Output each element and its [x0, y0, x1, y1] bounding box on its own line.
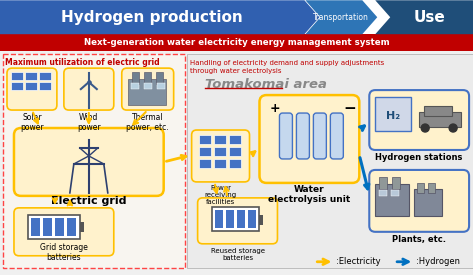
- Text: :Hydrogen: :Hydrogen: [416, 257, 460, 266]
- Bar: [144, 72, 151, 84]
- Bar: [392, 177, 400, 189]
- Text: Grid storage
batteries: Grid storage batteries: [40, 243, 88, 262]
- Text: Reused storage
batteries: Reused storage batteries: [210, 248, 264, 261]
- Bar: [247, 210, 255, 228]
- Circle shape: [449, 124, 457, 132]
- Bar: [199, 159, 210, 168]
- Bar: [414, 189, 442, 216]
- Bar: [128, 79, 166, 105]
- Bar: [226, 210, 234, 228]
- Bar: [39, 72, 51, 80]
- Text: Wind
power: Wind power: [77, 113, 100, 133]
- Text: through water electrolysis: through water electrolysis: [190, 68, 281, 74]
- Bar: [259, 215, 264, 225]
- Bar: [157, 83, 164, 89]
- Bar: [228, 135, 240, 144]
- Text: Hydrogen stations: Hydrogen stations: [375, 153, 463, 162]
- Bar: [11, 72, 23, 80]
- FancyBboxPatch shape: [14, 128, 164, 196]
- Bar: [379, 190, 387, 196]
- FancyBboxPatch shape: [122, 68, 173, 110]
- Text: Thermal
power, etc.: Thermal power, etc.: [127, 113, 169, 133]
- Bar: [67, 218, 76, 236]
- Bar: [228, 159, 240, 168]
- FancyBboxPatch shape: [7, 68, 57, 110]
- Bar: [28, 215, 80, 239]
- FancyBboxPatch shape: [296, 113, 310, 159]
- Bar: [43, 218, 52, 236]
- Bar: [199, 147, 210, 156]
- Text: +: +: [270, 101, 280, 115]
- Text: Solar
power: Solar power: [20, 113, 44, 133]
- Bar: [132, 72, 139, 84]
- Bar: [3, 54, 185, 268]
- FancyBboxPatch shape: [64, 68, 114, 110]
- Bar: [187, 54, 473, 268]
- Text: −: −: [343, 101, 356, 115]
- Bar: [199, 135, 210, 144]
- FancyBboxPatch shape: [191, 130, 249, 182]
- Bar: [0, 34, 473, 51]
- Text: H₂: H₂: [386, 111, 401, 121]
- FancyBboxPatch shape: [259, 95, 359, 183]
- Text: Power
receiving
facilities: Power receiving facilities: [204, 185, 237, 205]
- Circle shape: [421, 124, 429, 132]
- Polygon shape: [305, 0, 377, 34]
- Bar: [80, 222, 84, 232]
- FancyBboxPatch shape: [330, 113, 343, 159]
- FancyBboxPatch shape: [313, 113, 327, 159]
- Text: Electric grid: Electric grid: [51, 196, 127, 206]
- Bar: [214, 159, 226, 168]
- Text: Hydrogen production: Hydrogen production: [61, 10, 243, 25]
- Bar: [214, 135, 226, 144]
- Text: Transportation: Transportation: [313, 13, 369, 22]
- Bar: [31, 218, 40, 236]
- Bar: [375, 184, 409, 216]
- FancyBboxPatch shape: [280, 113, 292, 159]
- FancyBboxPatch shape: [369, 170, 469, 232]
- Bar: [419, 112, 461, 127]
- FancyBboxPatch shape: [369, 90, 469, 150]
- Text: :Electricity: :Electricity: [337, 257, 381, 266]
- Bar: [25, 72, 37, 80]
- FancyBboxPatch shape: [14, 208, 114, 256]
- Bar: [228, 147, 240, 156]
- Text: Water
electrolysis unit: Water electrolysis unit: [268, 185, 350, 204]
- Text: Plants, etc.: Plants, etc.: [392, 235, 446, 244]
- Bar: [214, 147, 226, 156]
- Bar: [424, 106, 452, 116]
- Bar: [131, 83, 139, 89]
- Bar: [144, 83, 152, 89]
- Bar: [417, 183, 424, 193]
- Text: Handling of electricity demand and supply adjustments: Handling of electricity demand and suppl…: [190, 60, 384, 66]
- Bar: [391, 190, 399, 196]
- Bar: [237, 210, 245, 228]
- Bar: [375, 97, 411, 131]
- Bar: [215, 210, 223, 228]
- Text: Next-generation water electricity energy management system: Next-generation water electricity energy…: [84, 38, 389, 47]
- Bar: [55, 218, 64, 236]
- Polygon shape: [0, 0, 319, 34]
- FancyBboxPatch shape: [198, 198, 277, 244]
- Bar: [155, 72, 163, 84]
- Bar: [0, 51, 473, 275]
- Bar: [428, 183, 435, 193]
- Text: Tomakomai area: Tomakomai area: [205, 78, 327, 90]
- Polygon shape: [375, 0, 473, 34]
- Bar: [211, 207, 259, 231]
- Bar: [379, 177, 387, 189]
- Bar: [11, 82, 23, 90]
- Bar: [39, 82, 51, 90]
- Text: Use: Use: [413, 10, 445, 25]
- Text: Maximum utilization of electric grid: Maximum utilization of electric grid: [5, 58, 160, 67]
- Bar: [25, 82, 37, 90]
